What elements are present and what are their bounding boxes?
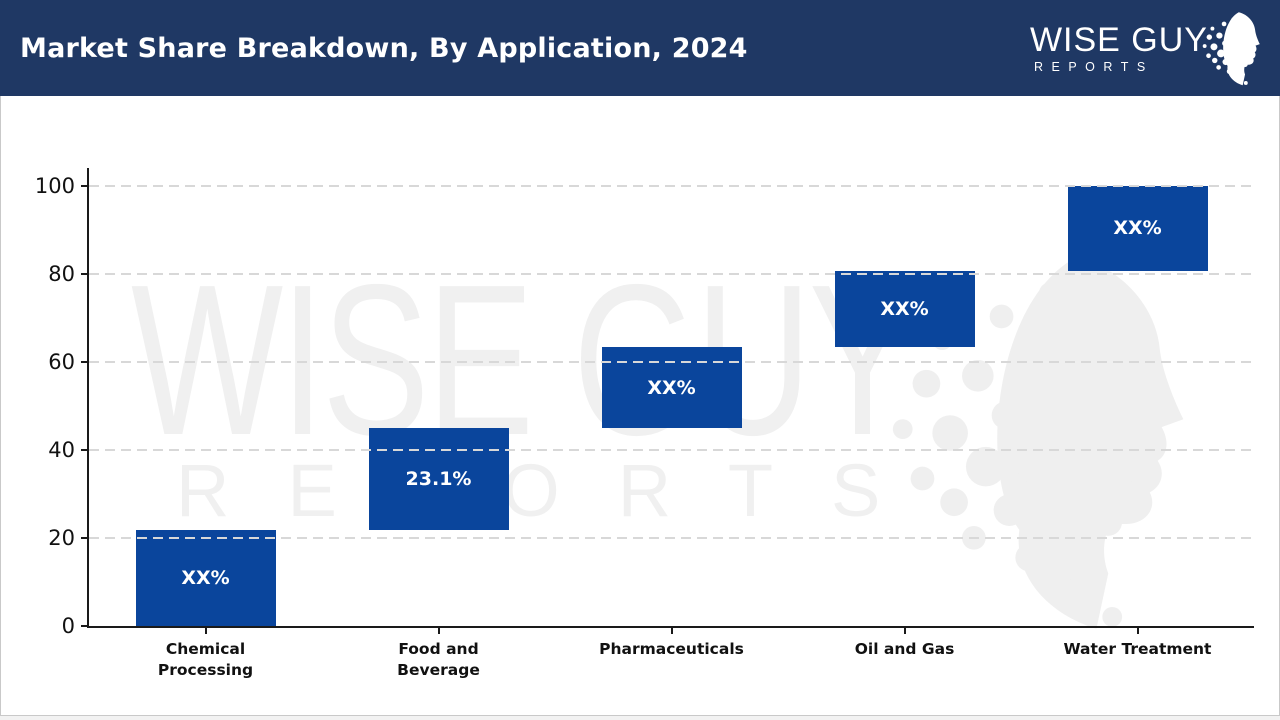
x-axis-tick-mark [670, 626, 673, 634]
category-label: Pharmaceuticals [599, 640, 744, 658]
bar-value-label: XX% [1113, 217, 1162, 240]
category-label: Chemical Processing [157, 640, 254, 679]
bar-value-label: XX% [880, 298, 929, 321]
bar-value-label: XX% [647, 376, 696, 399]
logo-line2: REPORTS [1033, 59, 1154, 74]
y-axis-tick-mark [81, 537, 89, 539]
gridline [89, 449, 1254, 451]
y-axis-tick-mark [81, 273, 89, 275]
y-axis-tick-mark [81, 449, 89, 451]
logo-wordmark: WISE GUY REPORTS [1030, 23, 1208, 74]
bar: XX% [1067, 186, 1208, 271]
wiseguy-logo: WISE GUY REPORTS [1030, 8, 1266, 88]
gridline [89, 273, 1254, 275]
bar-value-label: XX% [181, 567, 230, 590]
x-axis-tick-mark [1136, 626, 1139, 634]
category-label: Oil and Gas [854, 640, 955, 658]
dotted-head-icon [1202, 12, 1260, 86]
y-axis-tick-label: 60 [48, 350, 75, 374]
logo-line1: WISE GUY [1029, 20, 1208, 59]
x-axis-tick-mark [204, 626, 207, 634]
y-axis-tick-label: 0 [61, 614, 75, 638]
y-axis-tick-label: 80 [48, 262, 75, 286]
plot-area: 0 20 40 60 80 100 XX% Chemical Processing 23.1% F… [35, 160, 1254, 679]
bar: 23.1% [368, 428, 509, 531]
category-label: Food and Beverage [397, 640, 480, 679]
gridline [89, 185, 1254, 187]
y-axis-tick-label: 20 [48, 526, 75, 550]
x-axis-tick-mark [437, 626, 440, 634]
bar: XX% [601, 347, 742, 429]
gridline [89, 361, 1254, 363]
header-bar: Market Share Breakdown, By Application, … [0, 0, 1280, 96]
y-axis-line [87, 168, 89, 626]
bar: XX% [135, 530, 276, 626]
y-axis-tick-mark [81, 361, 89, 363]
bar-value-label: 23.1% [405, 468, 472, 491]
x-axis-tick-mark [903, 626, 906, 634]
page-title: Market Share Breakdown, By Application, … [20, 32, 748, 64]
y-axis-tick-mark [81, 185, 89, 187]
chart-card: WISE GUY REPORTS 0 20 40 60 80 100 XX% Chemical… [0, 96, 1280, 716]
y-axis-tick-mark [81, 625, 89, 627]
y-axis-tick-label: 40 [48, 438, 75, 462]
category-label: Water Treatment [1063, 640, 1212, 658]
gridline [89, 537, 1254, 539]
y-axis-tick-label: 100 [34, 174, 75, 198]
bar: XX% [834, 271, 975, 348]
